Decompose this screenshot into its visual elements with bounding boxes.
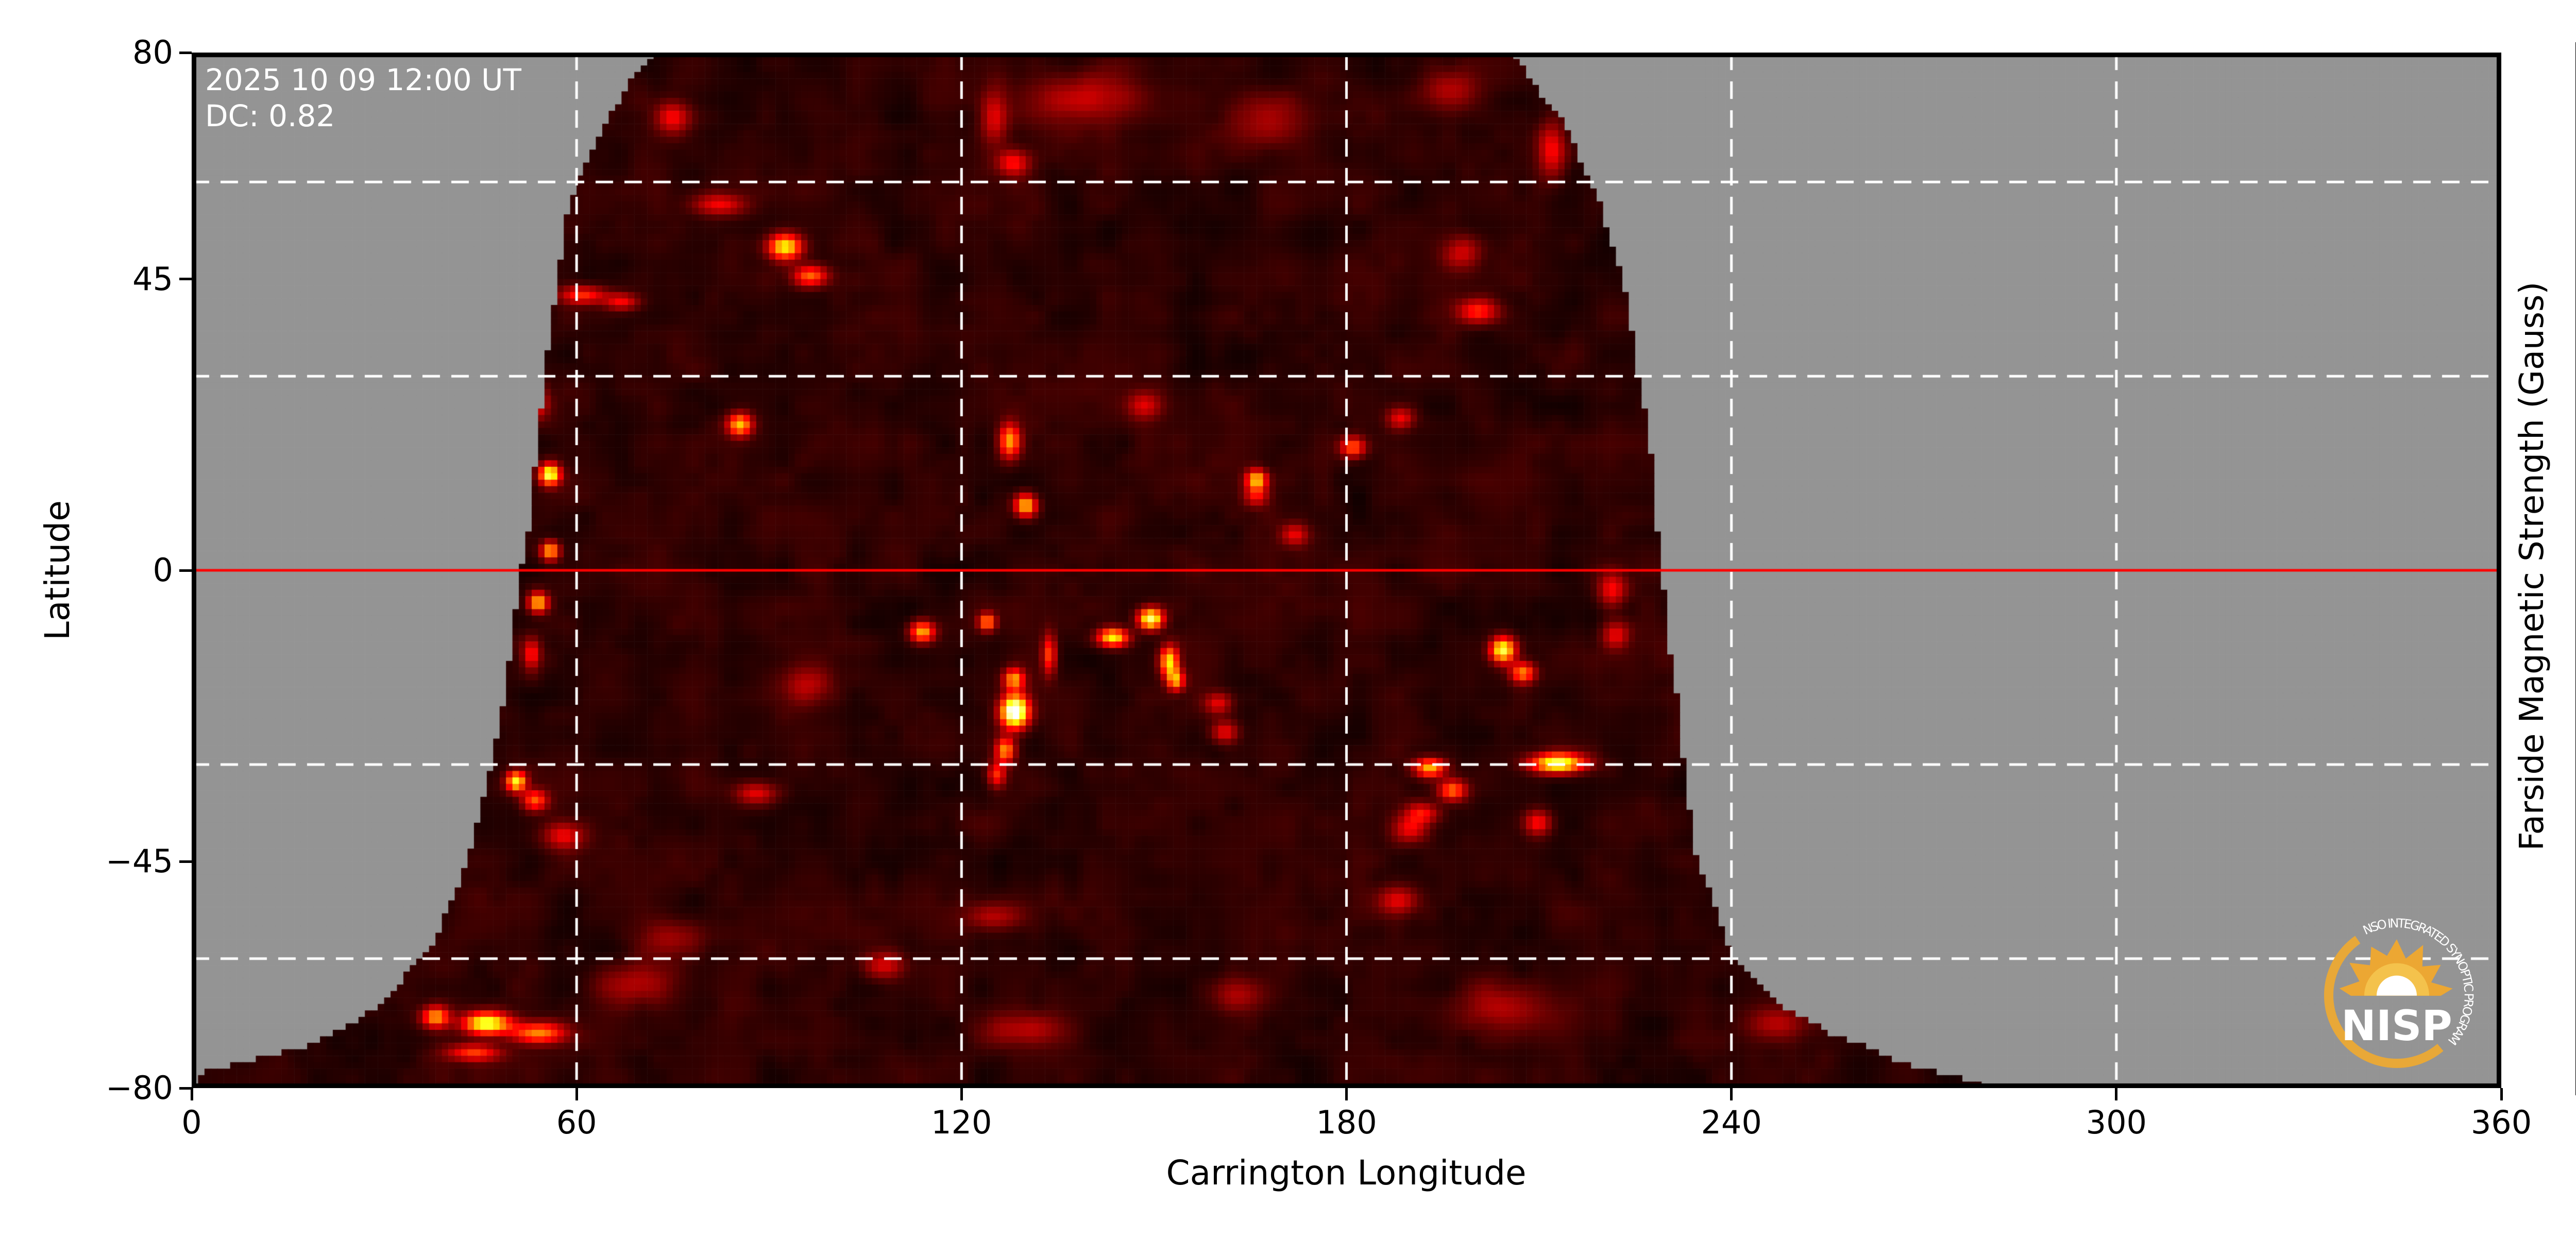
x-axis-label: Carrington Longitude bbox=[1166, 1153, 1527, 1193]
logo-acronym: NISP bbox=[2341, 1002, 2452, 1050]
x-tick-mark bbox=[1345, 1088, 1348, 1100]
farside-colorbar-label: Farside Magnetic Strength (Gauss) bbox=[2513, 281, 2551, 851]
y-tick-label: −80 bbox=[106, 1069, 173, 1107]
y-tick-mark bbox=[179, 278, 192, 281]
x-tick-label: 360 bbox=[2470, 1104, 2532, 1141]
y-tick-label: 45 bbox=[132, 260, 173, 298]
x-tick-label: 0 bbox=[181, 1104, 202, 1141]
y-tick-mark bbox=[179, 860, 192, 863]
x-tick-label: 240 bbox=[1701, 1104, 1762, 1141]
annotation-dc-value: DC: 0.82 bbox=[205, 98, 335, 133]
y-tick-label: 80 bbox=[132, 33, 173, 71]
y-tick-label: −45 bbox=[106, 842, 173, 880]
y-tick-mark bbox=[179, 51, 192, 54]
logo-ring bbox=[2324, 923, 2469, 1068]
x-tick-label: 60 bbox=[556, 1104, 597, 1141]
x-tick-label: 120 bbox=[931, 1104, 992, 1141]
x-tick-mark bbox=[575, 1088, 578, 1100]
x-tick-mark bbox=[960, 1088, 963, 1100]
x-tick-mark bbox=[2115, 1088, 2118, 1100]
x-tick-mark bbox=[190, 1088, 193, 1100]
annotation-datetime: 2025 10 09 12:00 UT bbox=[205, 62, 521, 97]
x-tick-mark bbox=[1730, 1088, 1733, 1100]
x-tick-mark bbox=[2500, 1088, 2503, 1100]
farside-map-canvas bbox=[192, 53, 2501, 1088]
y-tick-label: 0 bbox=[152, 551, 173, 589]
logo-sun-core bbox=[2377, 975, 2417, 996]
nisp-logo: NISP NSO INTEGRATED SYNOPTIC PROGRAM bbox=[2324, 918, 2474, 1068]
y-tick-mark bbox=[179, 1087, 192, 1090]
x-tick-label: 180 bbox=[1316, 1104, 1377, 1141]
x-tick-label: 300 bbox=[2086, 1104, 2147, 1141]
y-tick-mark bbox=[179, 569, 192, 572]
